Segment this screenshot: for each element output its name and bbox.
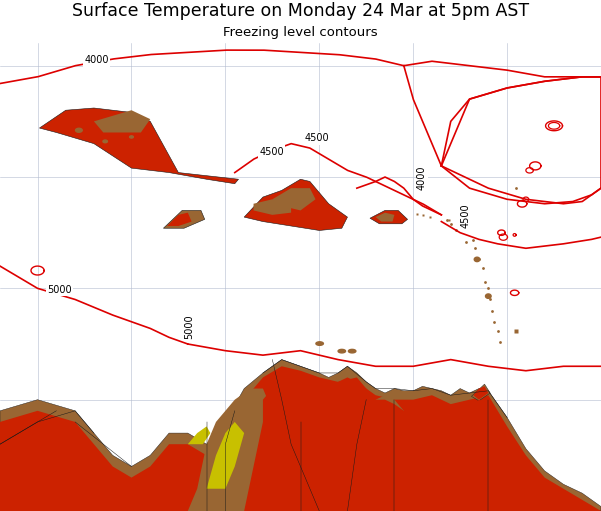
Text: 5000: 5000 xyxy=(184,315,194,339)
Polygon shape xyxy=(244,373,601,511)
Polygon shape xyxy=(338,350,346,353)
Polygon shape xyxy=(0,366,601,511)
Text: 4000: 4000 xyxy=(85,56,109,65)
Polygon shape xyxy=(272,188,316,211)
Polygon shape xyxy=(254,199,291,215)
Polygon shape xyxy=(376,213,394,222)
Text: 4500: 4500 xyxy=(259,147,284,157)
Polygon shape xyxy=(370,211,407,224)
Polygon shape xyxy=(40,108,239,184)
Text: Freezing level contours: Freezing level contours xyxy=(223,26,378,39)
Polygon shape xyxy=(103,140,108,143)
Polygon shape xyxy=(207,422,244,489)
Polygon shape xyxy=(76,128,82,132)
Polygon shape xyxy=(188,388,282,511)
Polygon shape xyxy=(188,426,210,444)
Polygon shape xyxy=(349,350,356,353)
Text: 4500: 4500 xyxy=(460,203,470,228)
Polygon shape xyxy=(474,257,480,262)
Polygon shape xyxy=(474,386,488,400)
Polygon shape xyxy=(316,342,323,345)
Polygon shape xyxy=(471,384,490,401)
Text: 4500: 4500 xyxy=(304,133,329,144)
Polygon shape xyxy=(0,360,601,511)
Text: 4000: 4000 xyxy=(417,166,427,190)
Text: 5000: 5000 xyxy=(47,285,72,295)
Polygon shape xyxy=(357,395,404,511)
Polygon shape xyxy=(167,213,192,226)
Polygon shape xyxy=(163,211,205,228)
Polygon shape xyxy=(94,110,150,132)
Polygon shape xyxy=(244,179,347,230)
Polygon shape xyxy=(486,294,491,298)
Polygon shape xyxy=(130,136,133,138)
Polygon shape xyxy=(0,433,113,511)
Text: Surface Temperature on Monday 24 Mar at 5pm AST: Surface Temperature on Monday 24 Mar at … xyxy=(72,2,529,20)
